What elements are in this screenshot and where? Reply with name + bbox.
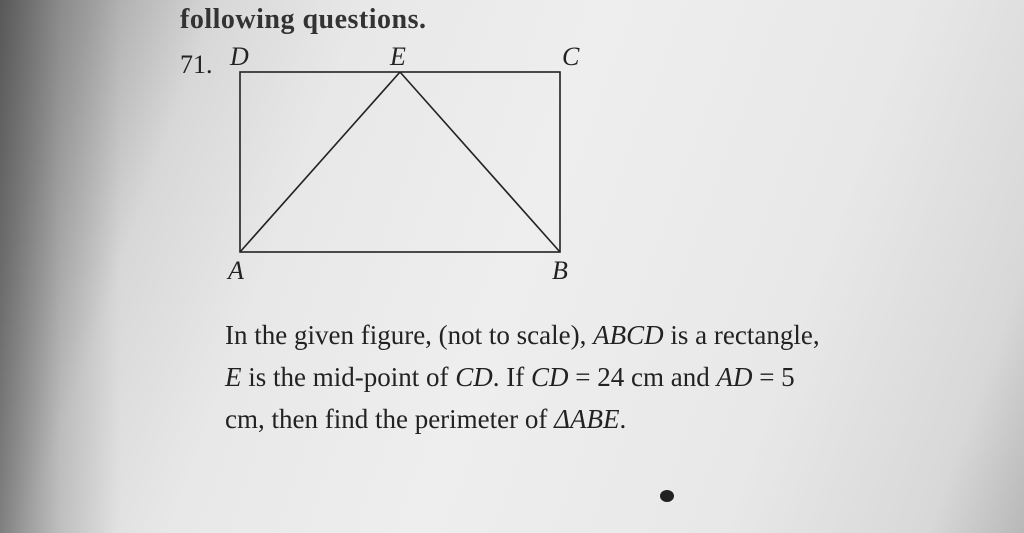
page-shadow	[0, 0, 120, 533]
text-line2-f: = 24 cm and	[569, 362, 717, 392]
text-line1-a: In the given figure, (not to scale),	[225, 320, 593, 350]
header-text: following questions.	[180, 4, 427, 36]
page: following questions. 71. D E C A B In th…	[0, 0, 1024, 533]
question-text: In the given figure, (not to scale), ABC…	[225, 315, 945, 441]
label-B: B	[552, 256, 568, 286]
text-CD1: CD	[455, 362, 493, 392]
text-line2-h: = 5	[752, 362, 794, 392]
label-E: E	[390, 42, 406, 72]
text-ABCD: ABCD	[593, 320, 664, 350]
label-C: C	[562, 42, 579, 72]
text-line2-d: . If	[493, 362, 531, 392]
ink-dot	[660, 490, 674, 502]
text-CD2: CD	[531, 362, 569, 392]
question-number: 71.	[180, 50, 213, 80]
geometry-figure: D E C A B	[232, 50, 592, 310]
text-E: E	[225, 362, 242, 392]
text-triangle-ABE: ΔABE	[554, 404, 619, 434]
text-line1-c: is a rectangle,	[664, 320, 820, 350]
figure-svg	[232, 50, 592, 310]
text-line2-b: is the mid-point of	[242, 362, 456, 392]
label-D: D	[230, 42, 249, 72]
text-line3-c: .	[619, 404, 626, 434]
text-line3-a: cm, then find the perimeter of	[225, 404, 554, 434]
label-A: A	[228, 256, 244, 286]
text-AD: AD	[716, 362, 752, 392]
